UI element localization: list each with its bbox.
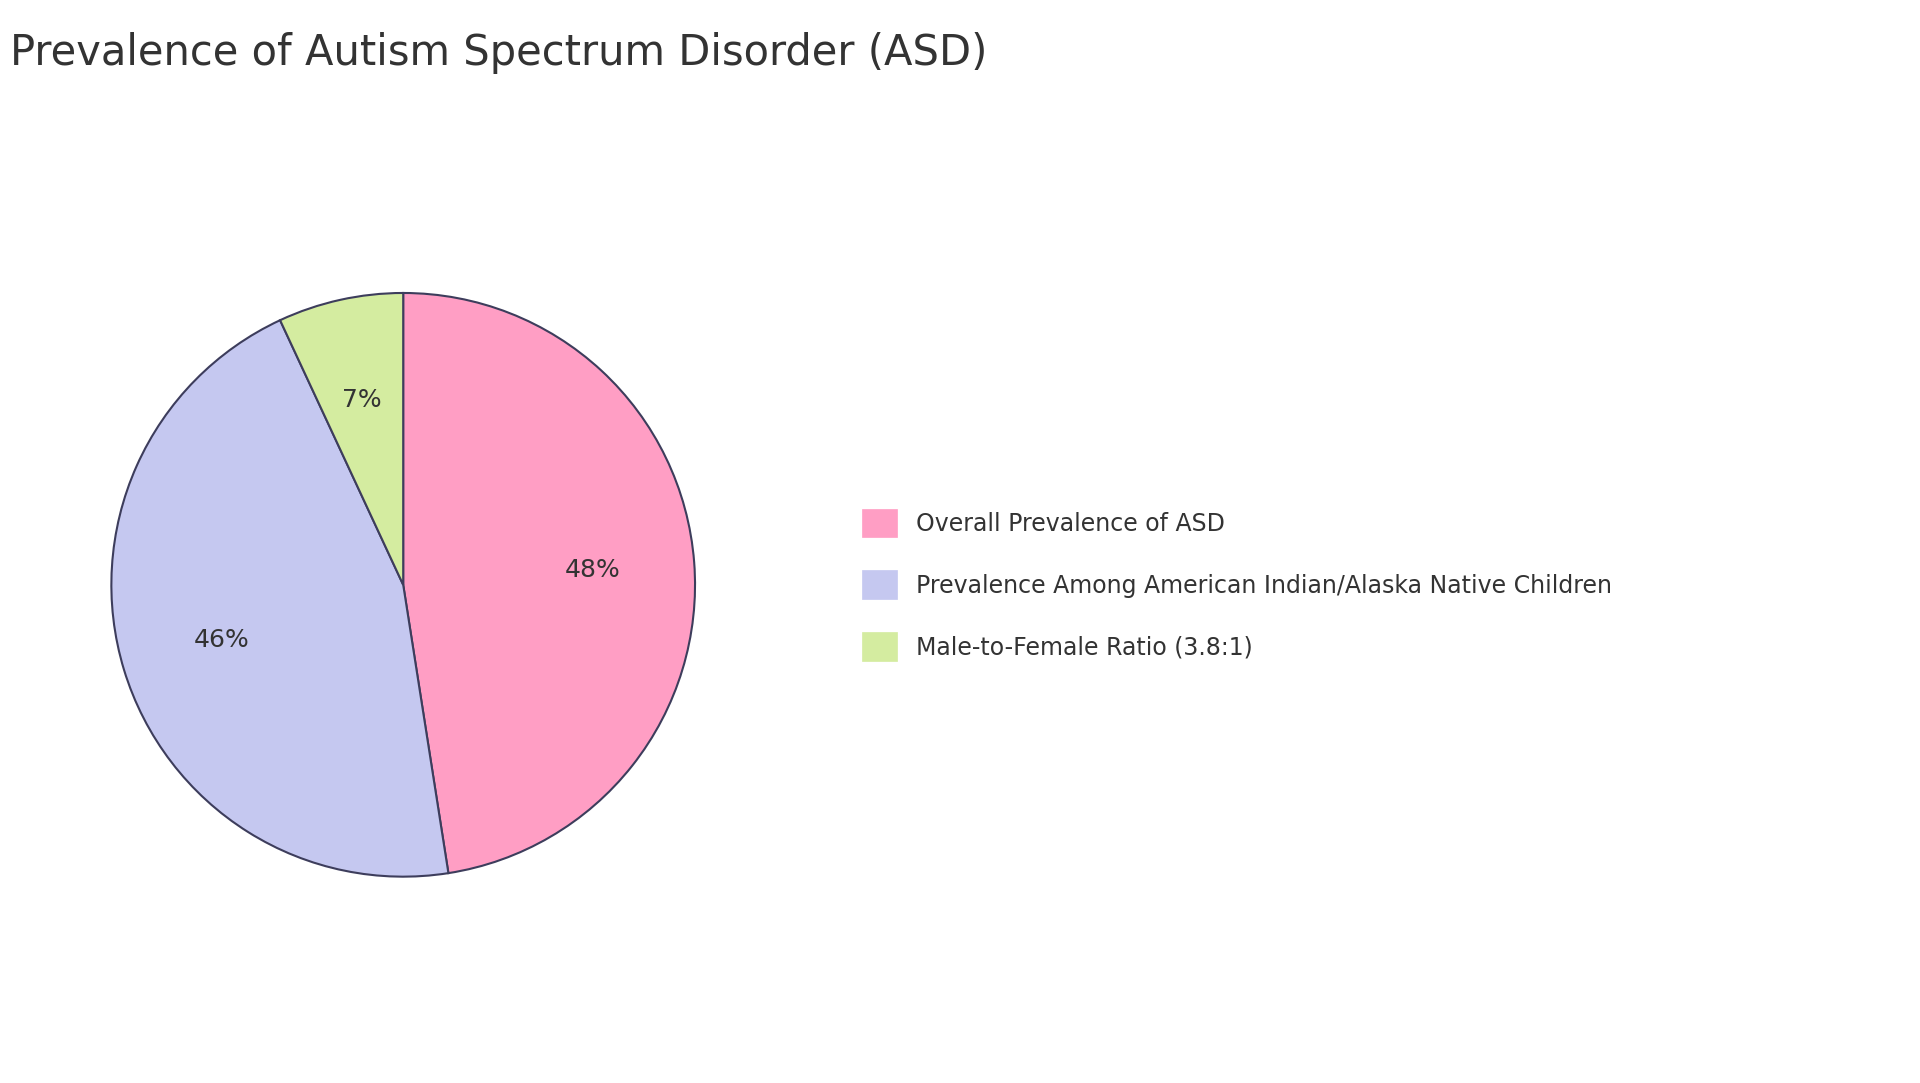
Wedge shape: [280, 293, 403, 585]
Wedge shape: [111, 321, 449, 876]
Text: 7%: 7%: [342, 388, 382, 412]
Text: 48%: 48%: [564, 558, 620, 582]
Legend: Overall Prevalence of ASD, Prevalence Among American Indian/Alaska Native Childr: Overall Prevalence of ASD, Prevalence Am…: [839, 485, 1636, 684]
Text: Prevalence of Autism Spectrum Disorder (ASD): Prevalence of Autism Spectrum Disorder (…: [10, 32, 987, 75]
Text: 46%: 46%: [194, 628, 250, 652]
Wedge shape: [403, 293, 695, 873]
